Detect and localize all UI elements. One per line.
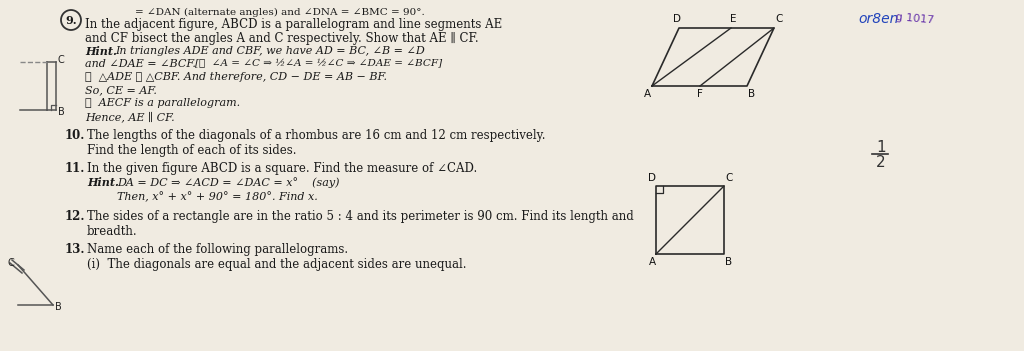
- Text: In the given figure ABCD is a square. Find the measure of ∠CAD.: In the given figure ABCD is a square. Fi…: [87, 162, 477, 175]
- Text: ∴  △ADE ≅ △CBF. And therefore, CD − DE = AB − BF.: ∴ △ADE ≅ △CBF. And therefore, CD − DE = …: [85, 72, 387, 82]
- Text: In the adjacent figure, ABCD is a parallelogram and line segments AE: In the adjacent figure, ABCD is a parall…: [85, 18, 502, 31]
- Text: E: E: [730, 14, 736, 24]
- Text: C: C: [7, 258, 14, 268]
- Text: = ∠DAN (alternate angles) and ∠DNA = ∠BMC = 90°.: = ∠DAN (alternate angles) and ∠DNA = ∠BM…: [135, 8, 425, 17]
- Text: 2: 2: [876, 155, 886, 170]
- Text: Name each of the following parallelograms.: Name each of the following parallelogram…: [87, 243, 348, 256]
- Text: DA = DC ⇒ ∠ACD = ∠DAC = x°    (say): DA = DC ⇒ ∠ACD = ∠DAC = x° (say): [117, 177, 340, 188]
- Text: 13.: 13.: [65, 243, 85, 256]
- Text: So, CE = AF.: So, CE = AF.: [85, 85, 157, 95]
- Text: B: B: [55, 302, 61, 312]
- Circle shape: [61, 10, 81, 30]
- Text: C: C: [775, 14, 782, 24]
- Text: and CF bisect the angles A and C respectively. Show that AE ∥ CF.: and CF bisect the angles A and C respect…: [85, 32, 478, 45]
- Text: breadth.: breadth.: [87, 225, 137, 238]
- Text: 10.: 10.: [65, 129, 85, 142]
- Text: or8en: or8en: [858, 12, 898, 26]
- Text: B: B: [749, 89, 756, 99]
- Text: F: F: [697, 89, 702, 99]
- Text: Then, x° + x° + 90° = 180°. Find x.: Then, x° + x° + 90° = 180°. Find x.: [117, 192, 317, 203]
- Text: The sides of a rectangle are in the ratio 5 : 4 and its perimeter is 90 cm. Find: The sides of a rectangle are in the rati…: [87, 210, 634, 223]
- Text: C: C: [725, 173, 733, 183]
- Text: A: A: [643, 89, 650, 99]
- Text: g 1017: g 1017: [895, 12, 935, 25]
- Text: [∵  ∠A = ∠C ⇒ ½∠A = ½∠C ⇒ ∠DAE = ∠BCF]: [∵ ∠A = ∠C ⇒ ½∠A = ½∠C ⇒ ∠DAE = ∠BCF]: [195, 59, 442, 68]
- Text: Hint.: Hint.: [87, 177, 123, 188]
- Text: A: A: [648, 257, 655, 267]
- Text: D: D: [673, 14, 681, 24]
- Text: 11.: 11.: [65, 162, 85, 175]
- Text: (i)  The diagonals are equal and the adjacent sides are unequal.: (i) The diagonals are equal and the adja…: [87, 258, 467, 271]
- Text: B: B: [725, 257, 732, 267]
- Text: The lengths of the diagonals of a rhombus are 16 cm and 12 cm respectively.: The lengths of the diagonals of a rhombu…: [87, 129, 546, 142]
- Text: C: C: [58, 55, 65, 65]
- Text: ∴  AECF is a parallelogram.: ∴ AECF is a parallelogram.: [85, 98, 240, 108]
- Text: D: D: [648, 173, 656, 183]
- Text: 9.: 9.: [66, 14, 77, 26]
- Text: and ∠DAE = ∠BCF.: and ∠DAE = ∠BCF.: [85, 59, 196, 69]
- Text: Hint.: Hint.: [85, 46, 121, 57]
- Text: 1: 1: [876, 140, 886, 155]
- Text: Hence, AE ∥ CF.: Hence, AE ∥ CF.: [85, 111, 175, 122]
- Text: In triangles ADE and CBF, we have AD = BC, ∠B = ∠D: In triangles ADE and CBF, we have AD = B…: [115, 46, 425, 56]
- Text: B: B: [58, 107, 65, 117]
- Text: Find the length of each of its sides.: Find the length of each of its sides.: [87, 144, 297, 157]
- Text: 12.: 12.: [65, 210, 85, 223]
